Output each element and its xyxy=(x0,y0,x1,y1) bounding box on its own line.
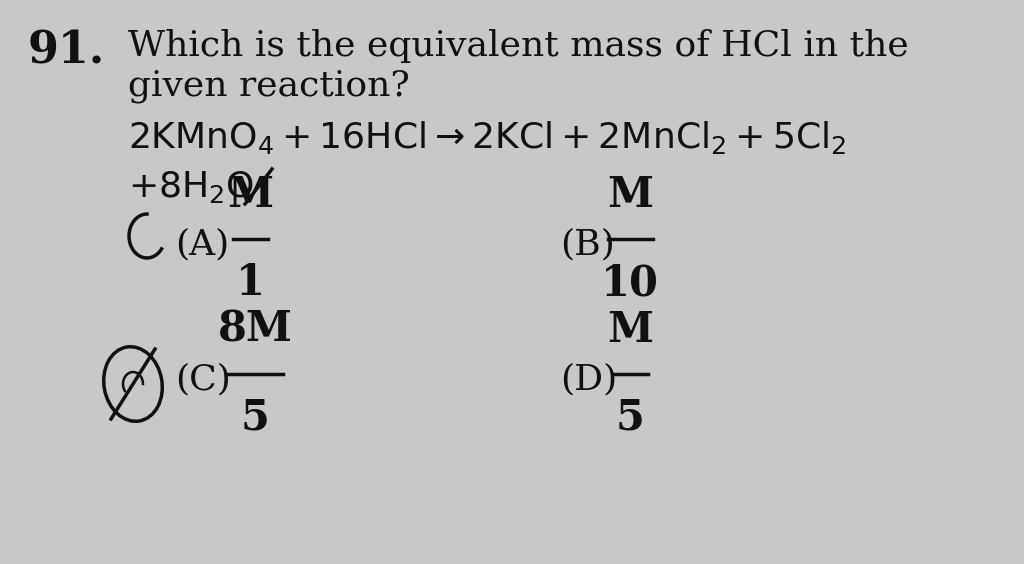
Text: (D): (D) xyxy=(560,362,617,396)
Text: (A): (A) xyxy=(175,227,229,261)
Text: (B): (B) xyxy=(560,227,614,261)
Text: 8M: 8M xyxy=(217,309,293,351)
Text: 10: 10 xyxy=(601,262,659,304)
Text: (C): (C) xyxy=(175,362,230,396)
Text: M: M xyxy=(607,174,653,216)
Text: $\mathdefault{2KMnO_4 + 16HCl \rightarrow 2KCl + 2MnCl_2 + 5Cl_2}$: $\mathdefault{2KMnO_4 + 16HCl \rightarro… xyxy=(128,119,846,156)
Text: Which is the equivalent mass of HCl in the: Which is the equivalent mass of HCl in t… xyxy=(128,29,908,63)
Text: 5: 5 xyxy=(241,397,269,439)
Text: $\mathdefault{+ 8H_2O}$: $\mathdefault{+ 8H_2O}$ xyxy=(128,169,254,205)
Text: 5: 5 xyxy=(615,397,644,439)
Text: 1: 1 xyxy=(236,262,264,304)
Text: M: M xyxy=(607,309,653,351)
Text: 91.: 91. xyxy=(28,29,105,72)
Text: M: M xyxy=(227,174,273,216)
Text: given reaction?: given reaction? xyxy=(128,69,410,103)
